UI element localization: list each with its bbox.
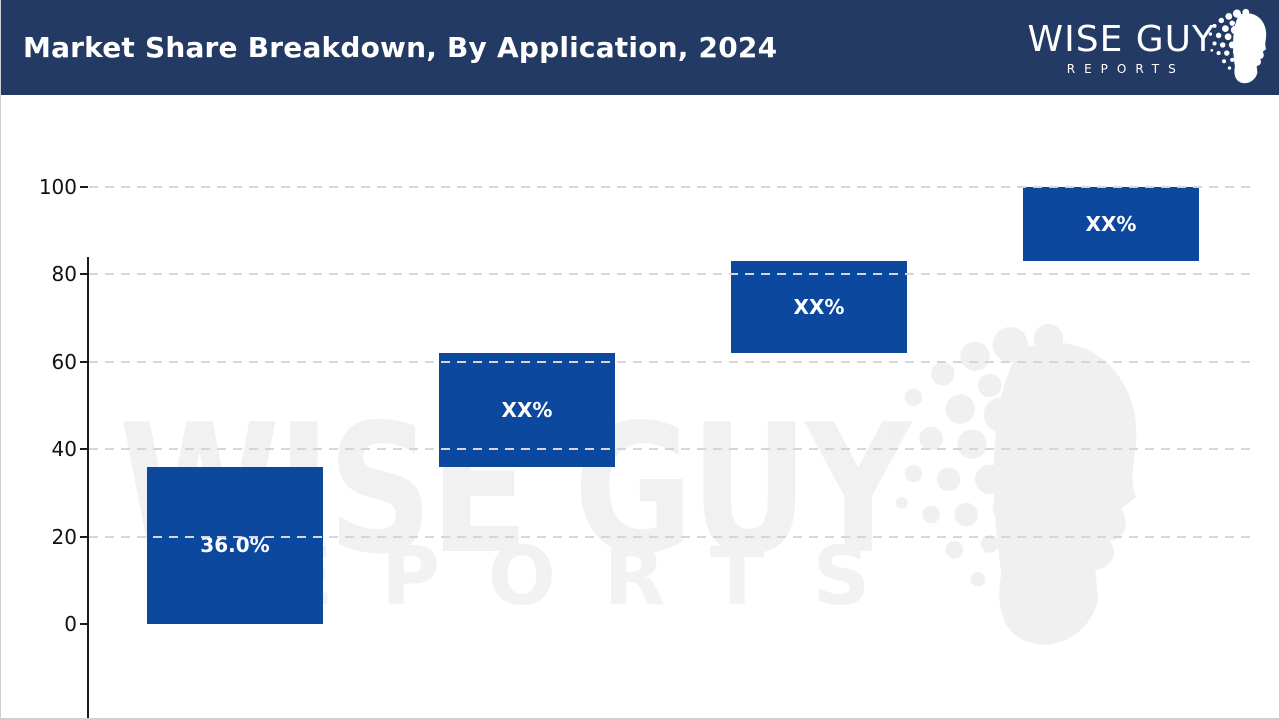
gridline [89, 185, 1256, 188]
logo-wordmark: WISE GUY [1027, 19, 1215, 60]
y-axis-tick [80, 535, 88, 538]
y-axis-tick-label: 40 [51, 437, 77, 461]
y-axis-tick [80, 273, 88, 275]
y-axis-tick-label: 100 [38, 174, 77, 199]
y-axis-tick [80, 360, 88, 363]
y-axis-tick [80, 623, 88, 625]
bar-value-label: XX% [501, 397, 553, 422]
bar-industrial: 36.0% [147, 466, 323, 624]
chart-area: WISE GUY REPORTS 0 20 40 60 80 100 36.0% XX% XX%… [1, 95, 1279, 718]
bar-utility: XX% [1023, 186, 1199, 261]
y-axis-tick [80, 185, 88, 188]
y-axis-tick [80, 448, 88, 450]
gridline [89, 535, 1256, 538]
gridline [89, 448, 1256, 450]
logo-head-icon [1205, 8, 1273, 90]
y-axis-line [87, 257, 89, 718]
y-axis-tick-label: 0 [64, 612, 77, 636]
bar-value-label: XX% [1085, 211, 1137, 236]
y-axis-tick-label: 80 [51, 262, 77, 286]
gridline [89, 360, 1256, 363]
page-title: Market Share Breakdown, By Application, … [23, 31, 778, 64]
watermark-head-icon [869, 321, 1169, 673]
y-axis-tick-label: 20 [51, 524, 77, 549]
header-bar: Market Share Breakdown, By Application, … [1, 0, 1279, 95]
brand-logo-text: WISE GUY REPORTS [1027, 19, 1216, 76]
gridline [89, 273, 1256, 275]
logo-subtext: REPORTS [1066, 62, 1185, 76]
bar-value-label: XX% [793, 294, 845, 319]
brand-logo: WISE GUY REPORTS [1028, 8, 1274, 90]
bar-commercial: XX% [439, 352, 615, 467]
bar-residential: XX% [731, 260, 907, 353]
y-axis-tick-label: 60 [51, 349, 77, 374]
